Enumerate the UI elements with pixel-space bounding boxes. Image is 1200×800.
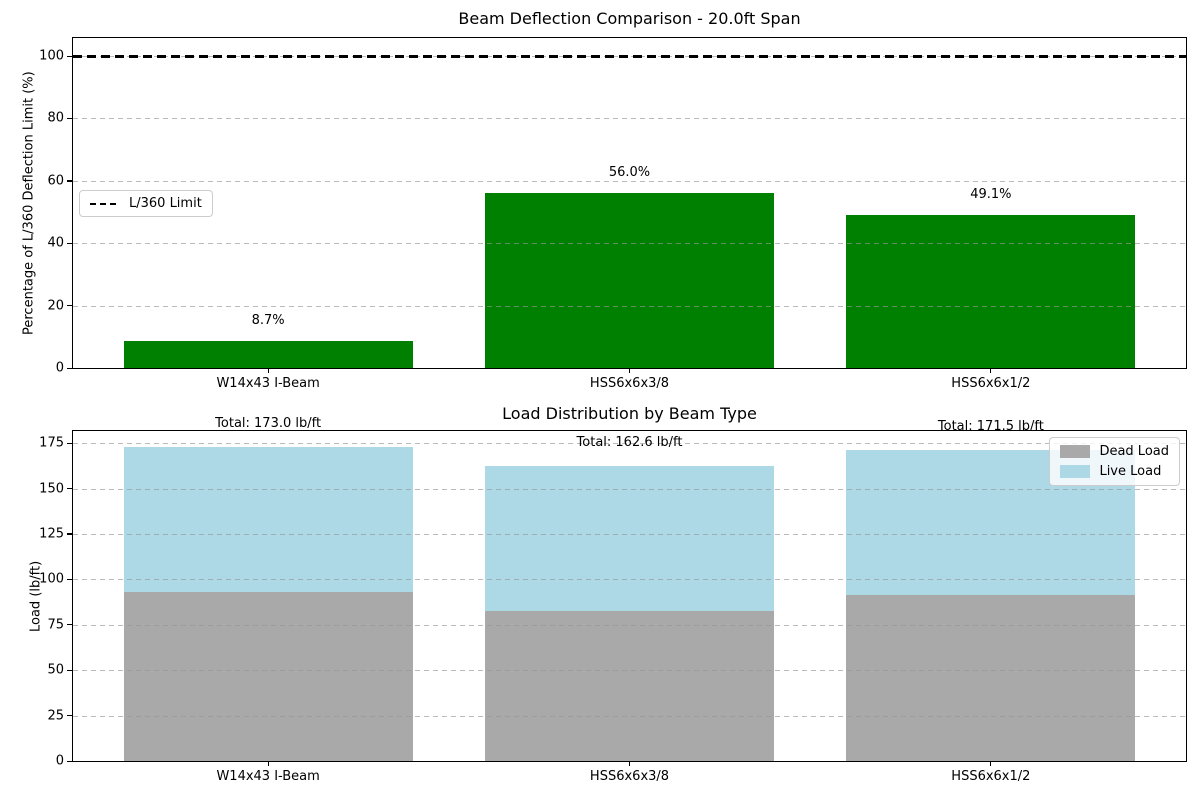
y-tick-label: 40 xyxy=(47,235,64,251)
y-tick-mark xyxy=(67,760,72,762)
y-tick-label: 25 xyxy=(47,708,64,724)
gridline xyxy=(73,533,1186,535)
bar-live-load xyxy=(484,465,775,611)
load-y-axis-label: Load (lb/ft) xyxy=(28,560,44,632)
deflection-plot-area: L/360 Limit 0 20 40 60 80 100 8.7% 56.0% 49.1% W1… xyxy=(39,37,1187,391)
x-tick-mark xyxy=(990,761,992,766)
x-tick-mark xyxy=(990,368,992,373)
gridline xyxy=(73,305,1186,307)
bar-live-load xyxy=(123,446,413,593)
y-tick-mark xyxy=(67,624,72,626)
bar-value-label: 56.0% xyxy=(608,165,651,181)
deflection-y-axis-label: Percentage of L/360 Deflection Limit (%) xyxy=(21,71,37,335)
y-tick-label: 100 xyxy=(39,48,64,64)
gridline xyxy=(73,443,1186,445)
y-tick-mark xyxy=(67,533,72,535)
x-tick-mark xyxy=(267,761,269,766)
y-tick-label: 50 xyxy=(47,662,64,678)
bar-value xyxy=(123,340,413,368)
bar-value-label: 49.1% xyxy=(970,186,1012,202)
y-tick-mark xyxy=(67,180,72,182)
live-load-swatch xyxy=(1060,465,1091,478)
y-tick-label: 0 xyxy=(55,360,64,376)
bar-dead-load xyxy=(123,592,413,761)
legend-label-l360-limit: L/360 Limit xyxy=(129,196,202,211)
bar-dead-load xyxy=(484,610,775,761)
x-tick-label: W14x43 I-Beam xyxy=(216,769,320,784)
y-tick-label: 60 xyxy=(47,173,64,189)
bar-value xyxy=(484,193,775,368)
load-chart-title: Load Distribution by Beam Type xyxy=(502,404,757,423)
legend-label-dead-load: Dead Load xyxy=(1099,444,1169,459)
x-tick-mark xyxy=(628,761,631,766)
load-legend: Dead Load Live Load xyxy=(1049,437,1180,486)
y-tick-label: 175 xyxy=(39,435,64,451)
total-label: Total: 173.0 lb/ft xyxy=(215,415,322,431)
total-label: Total: 162.6 lb/ft xyxy=(576,434,683,450)
x-tick-label: HSS6x6x3/8 xyxy=(589,769,670,784)
y-tick-mark xyxy=(67,715,72,717)
y-tick-label: 20 xyxy=(47,298,64,314)
gridline xyxy=(73,715,1186,717)
load-plot-area: Dead Load Live Load 0 25 50 75 100 125 150 175 T… xyxy=(39,416,1187,784)
gridline xyxy=(73,180,1186,182)
deflection-chart-title: Beam Deflection Comparison - 20.0ft Span xyxy=(458,9,801,28)
y-tick-mark xyxy=(67,488,72,490)
bar-value-label: 8.7% xyxy=(251,312,285,328)
y-tick-mark xyxy=(67,55,72,57)
y-tick-mark xyxy=(67,367,72,369)
y-tick-label: 0 xyxy=(55,753,64,769)
y-tick-mark xyxy=(67,578,72,581)
dead-load-swatch xyxy=(1060,445,1091,458)
total-label: Total: 171.5 lb/ft xyxy=(937,418,1044,434)
y-tick-label: 80 xyxy=(47,110,64,126)
legend-row-dead-load: Dead Load xyxy=(1060,444,1169,459)
y-tick-label: 75 xyxy=(47,617,64,633)
y-tick-label: 100 xyxy=(39,571,64,587)
y-tick-mark xyxy=(67,442,72,444)
gridline xyxy=(73,243,1186,245)
bar-value xyxy=(846,214,1136,368)
y-tick-mark xyxy=(67,117,72,120)
reference-line xyxy=(73,55,1186,58)
legend-row-live-load: Live Load xyxy=(1060,464,1169,479)
gridline xyxy=(73,579,1186,581)
x-tick-label: W14x43 I-Beam xyxy=(216,376,320,391)
gridline xyxy=(73,118,1186,120)
x-tick-label: HSS6x6x1/2 xyxy=(951,769,1031,784)
y-tick-mark xyxy=(67,242,72,244)
y-tick-mark xyxy=(67,305,72,307)
bar-dead-load xyxy=(846,594,1136,761)
y-tick-label: 125 xyxy=(39,526,64,542)
y-tick-mark xyxy=(67,669,72,671)
legend-label-live-load: Live Load xyxy=(1099,464,1162,479)
gridline xyxy=(73,488,1186,490)
y-tick-label: 150 xyxy=(39,481,64,497)
x-tick-mark xyxy=(628,368,631,373)
x-tick-mark xyxy=(267,368,269,373)
gridline xyxy=(73,670,1186,672)
x-tick-label: HSS6x6x1/2 xyxy=(951,376,1031,391)
deflection-legend: L/360 Limit xyxy=(79,190,213,217)
x-tick-label: HSS6x6x3/8 xyxy=(589,376,670,391)
gridline xyxy=(73,624,1186,626)
dashed-line-legend-key xyxy=(90,202,120,205)
